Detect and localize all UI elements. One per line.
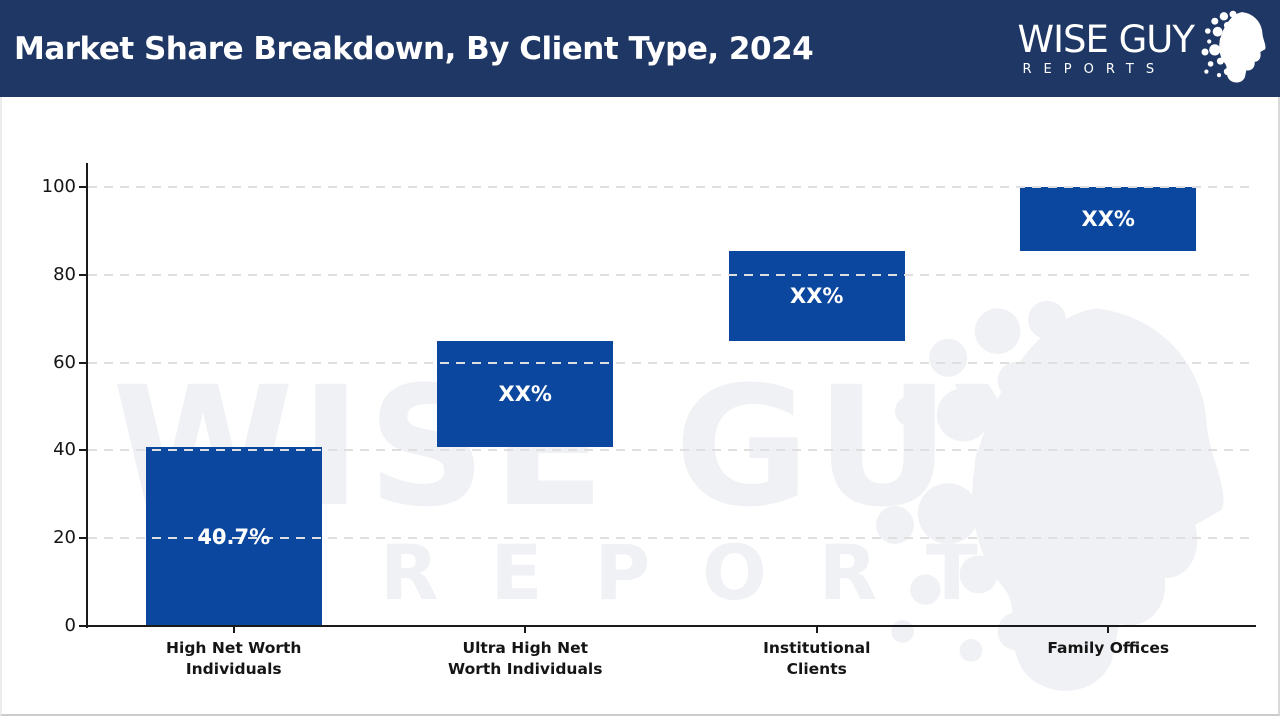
x-category-label-line: Ultra High Net [462, 639, 588, 657]
y-tick-label: 100 [41, 176, 76, 197]
x-category-label-line: Worth Individuals [448, 660, 603, 678]
x-tick [232, 627, 235, 633]
y-axis-line [86, 163, 88, 628]
bar [728, 250, 905, 341]
y-tick-label: 20 [53, 527, 76, 549]
y-tick-label: 0 [64, 615, 76, 636]
x-axis-line [86, 625, 1256, 627]
x-tick [815, 627, 818, 633]
bar [1020, 187, 1197, 251]
x-category-label-line: Clients [786, 660, 847, 678]
y-gridline [88, 449, 1254, 452]
x-category-label-line: Individuals [185, 660, 282, 678]
x-category-label-line: High Net Worth [166, 639, 302, 657]
brand-head-icon [1198, 10, 1268, 87]
bar [145, 447, 322, 626]
y-tick [79, 186, 86, 188]
y-tick [79, 273, 86, 276]
x-category-label-line: Family Offices [1047, 639, 1170, 657]
x-tick [524, 627, 527, 633]
brand-name: WISE GUY [1017, 17, 1195, 61]
brand-subname: REPORTS [1022, 61, 1167, 77]
y-tick [79, 449, 86, 452]
x-category-label: Ultra High Net Worth Individuals [380, 638, 670, 680]
brand-logo: WISE GUY REPORTS [1018, 10, 1270, 87]
x-tick [1107, 627, 1110, 633]
y-tick [79, 625, 86, 627]
y-tick-label: 60 [53, 351, 76, 373]
y-gridline [88, 361, 1254, 364]
x-category-label: Institutional Clients [672, 638, 962, 680]
bar [437, 340, 614, 448]
x-category-label: Family Offices [963, 638, 1253, 659]
x-category-label-line: Institutional [763, 639, 871, 657]
y-gridline [88, 537, 1254, 540]
page-title: Market Share Breakdown, By Client Type, … [14, 30, 814, 67]
x-category-label: High Net Worth Individuals [89, 638, 379, 680]
header-bar: Market Share Breakdown, By Client Type, … [0, 0, 1280, 97]
y-tick-label: 40 [53, 439, 76, 461]
y-tick [79, 537, 86, 540]
y-tick-label: 80 [53, 263, 76, 285]
y-tick [79, 361, 86, 364]
brand-logo-text: WISE GUY REPORTS [1017, 17, 1195, 77]
y-gridline [88, 273, 1254, 276]
y-gridline [88, 186, 1254, 188]
